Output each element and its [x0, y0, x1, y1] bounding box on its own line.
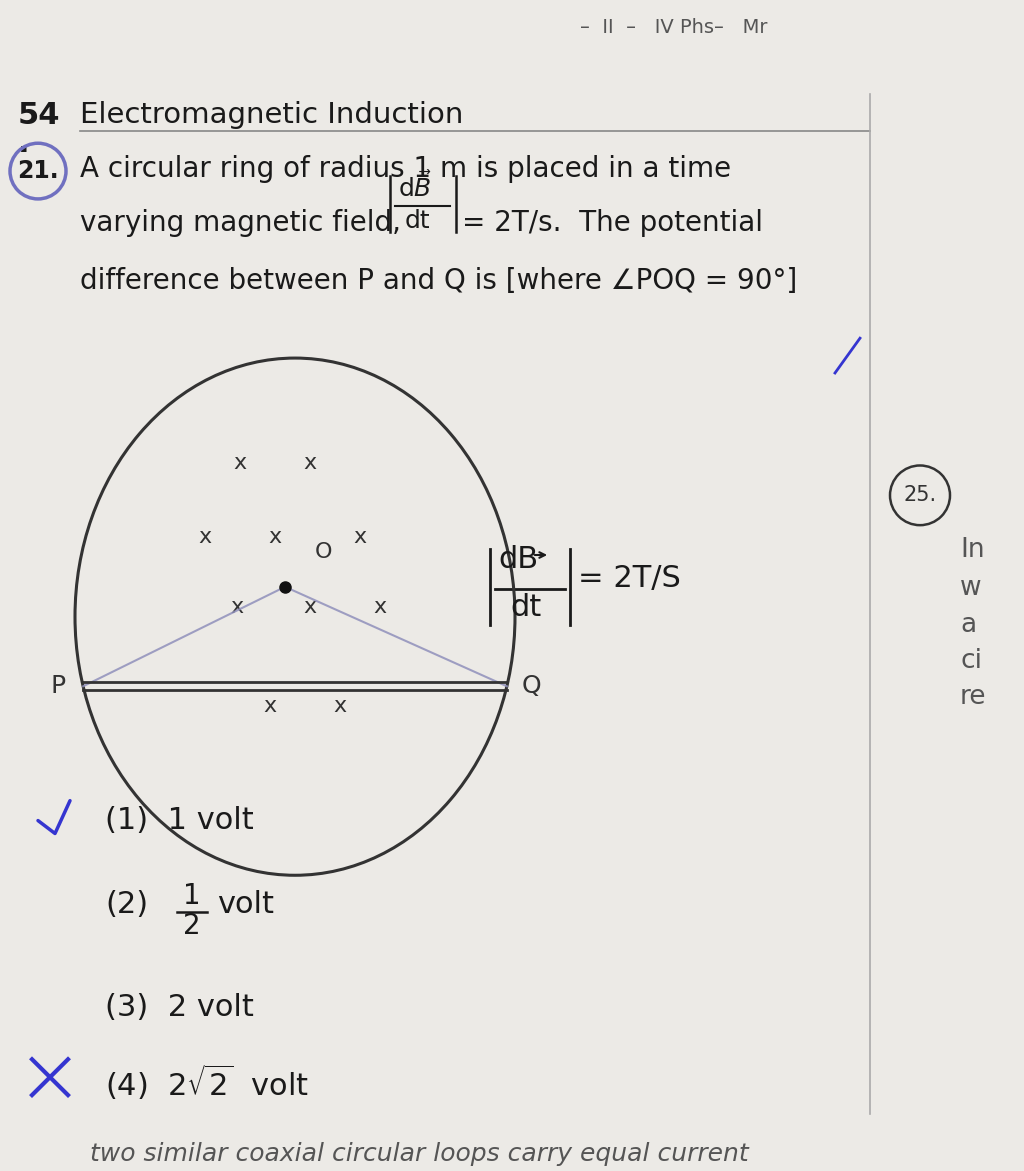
Text: (3)  2 volt: (3) 2 volt — [105, 993, 254, 1021]
Text: A circular ring of radius 1 m is placed in a time: A circular ring of radius 1 m is placed … — [80, 156, 731, 183]
Text: 25.: 25. — [903, 485, 937, 506]
Text: varying magnetic field,: varying magnetic field, — [80, 208, 401, 237]
Text: volt: volt — [217, 890, 274, 919]
Text: –  II  –   IV Phs–   Mr: – II – IV Phs– Mr — [580, 18, 768, 37]
Text: x: x — [230, 597, 244, 617]
Text: .: . — [18, 129, 30, 158]
Text: d$\vec{B}$: d$\vec{B}$ — [398, 172, 432, 203]
Text: difference between P and Q is [where ∠POQ = 90°]: difference between P and Q is [where ∠PO… — [80, 267, 798, 295]
Text: x: x — [199, 527, 212, 547]
Text: Q: Q — [522, 674, 542, 698]
Text: In: In — [961, 537, 985, 563]
Text: x: x — [268, 527, 282, 547]
Text: 2: 2 — [183, 912, 201, 940]
Text: x: x — [374, 597, 387, 617]
Text: w: w — [961, 575, 982, 601]
Text: ci: ci — [961, 649, 982, 674]
Text: 54: 54 — [18, 102, 60, 130]
Text: dB: dB — [498, 545, 539, 574]
Text: x: x — [303, 597, 316, 617]
Text: dt: dt — [510, 593, 542, 622]
Text: Electromagnetic Induction: Electromagnetic Induction — [80, 102, 464, 130]
Text: (2): (2) — [105, 890, 148, 919]
Text: P: P — [50, 674, 66, 698]
Text: dt: dt — [406, 208, 431, 233]
Text: 1: 1 — [183, 882, 201, 910]
Text: x: x — [263, 697, 276, 717]
Text: x: x — [334, 697, 346, 717]
Text: two similar coaxial circular loops carry equal current: two similar coaxial circular loops carry… — [50, 1142, 749, 1166]
Text: 21.: 21. — [17, 159, 58, 183]
Text: O: O — [314, 542, 332, 562]
Text: x: x — [303, 452, 316, 473]
Text: x: x — [233, 452, 247, 473]
Text: x: x — [353, 527, 367, 547]
Text: (4)  $2\sqrt{2}$  volt: (4) $2\sqrt{2}$ volt — [105, 1062, 309, 1102]
Text: = 2T/s.  The potential: = 2T/s. The potential — [462, 208, 763, 237]
Text: re: re — [961, 684, 986, 711]
Text: (1)  1 volt: (1) 1 volt — [105, 806, 254, 835]
Text: = 2T/S: = 2T/S — [578, 564, 681, 594]
Text: a: a — [961, 611, 976, 638]
